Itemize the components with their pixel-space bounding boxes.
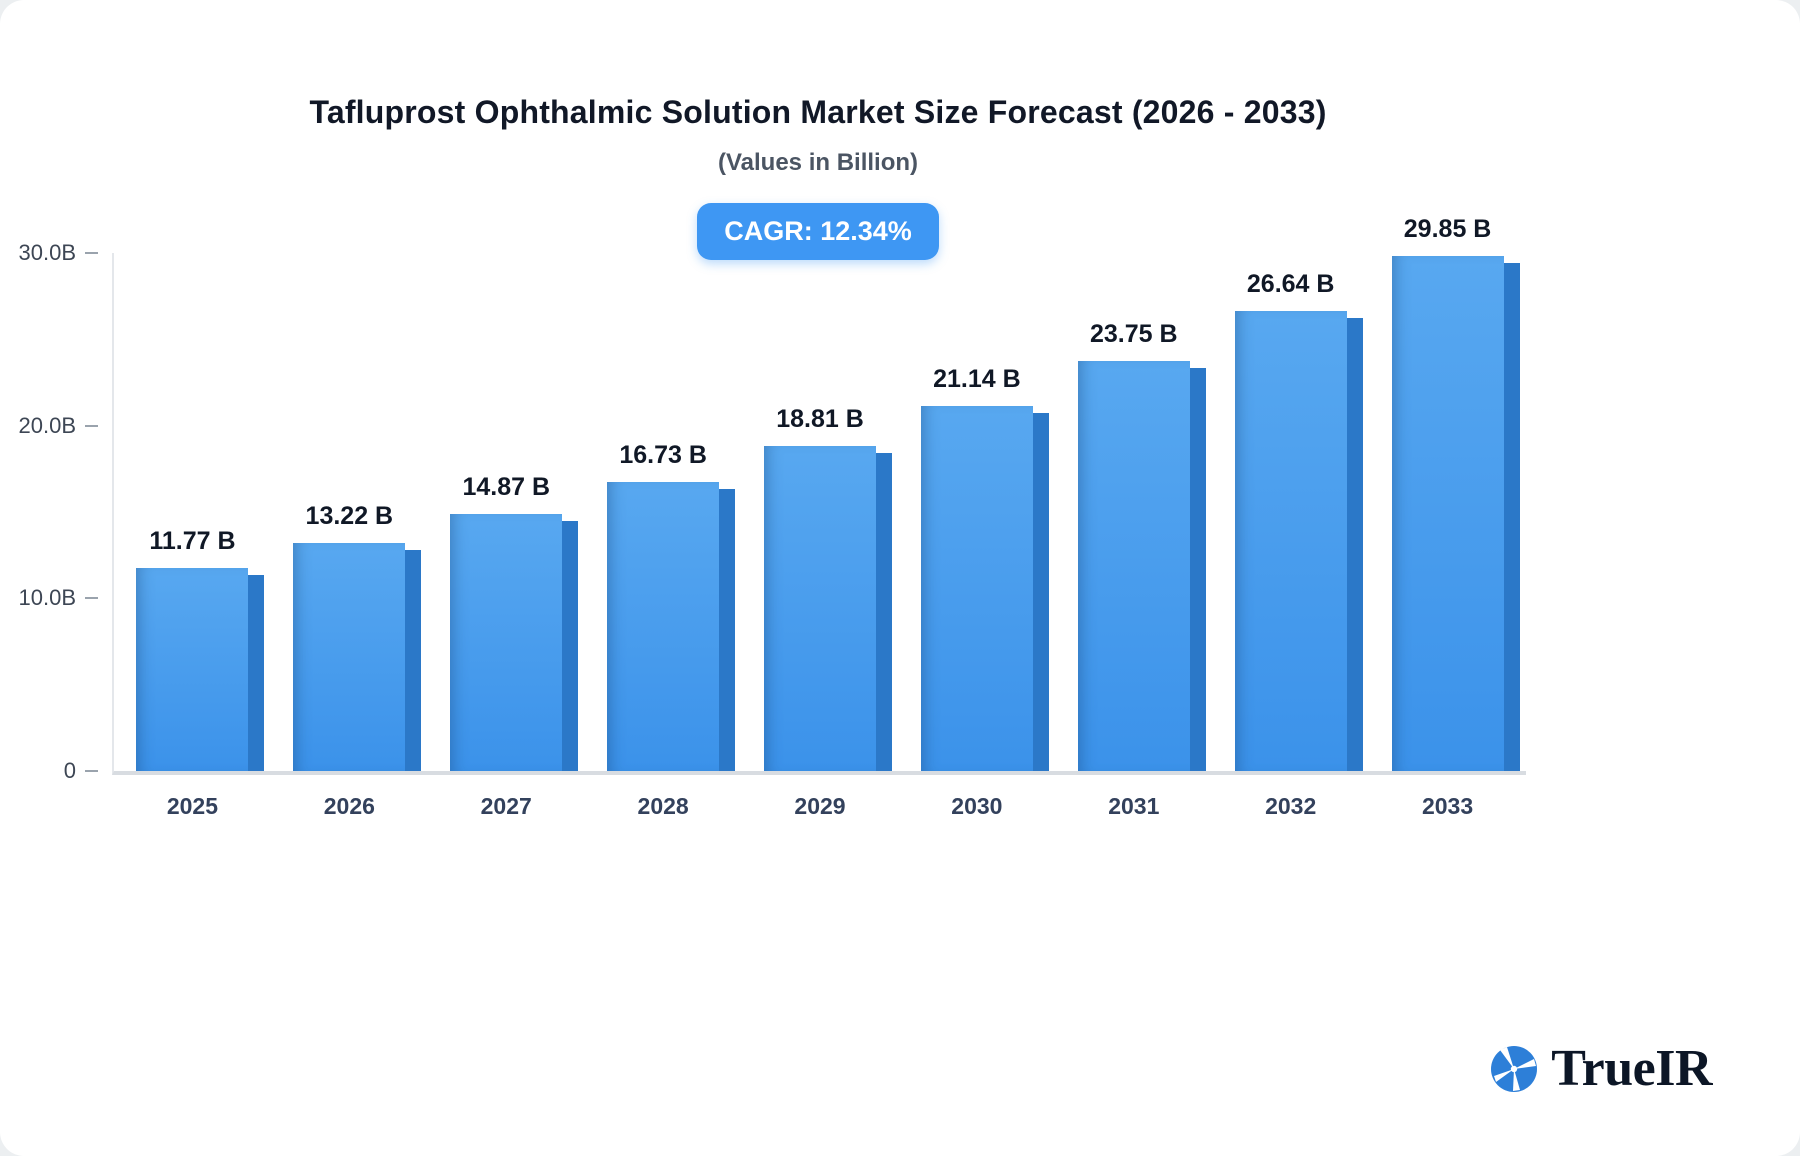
bar-group-2030: 21.14 B 2030 (898, 253, 1055, 819)
bar-2032: 26.64 B (1234, 270, 1363, 771)
bar-side-face (562, 521, 579, 771)
bar-value-label: 13.22 B (305, 501, 394, 530)
y-tick-label: 10.0B (18, 585, 77, 611)
cagr-badge: CAGR: 12.34% (697, 203, 939, 260)
y-tick-label: 0 (63, 758, 76, 783)
bar-group-2025: 11.77 B 2025 (114, 253, 271, 819)
bar-group-2026: 13.22 B 2026 (271, 253, 428, 819)
y-tick-mark (85, 252, 98, 254)
x-axis-label: 2029 (794, 793, 846, 819)
x-axis-label: 2026 (323, 793, 375, 819)
bar-value-label: 29.85 B (1403, 214, 1492, 243)
brand-wordmark: TrueIR (1551, 1040, 1712, 1097)
bar-side-face (405, 549, 422, 771)
bar-group-2029: 18.81 B 2029 (742, 253, 899, 819)
y-tick-label: 20.0B (18, 412, 77, 438)
bar-side-face (248, 574, 265, 771)
bar-side-face (876, 453, 892, 771)
bar-2031: 23.75 B (1077, 320, 1206, 771)
y-tick-mark (85, 770, 98, 772)
bar-value-label: 16.73 B (619, 441, 707, 470)
x-axis-label: 2030 (951, 793, 1003, 819)
y-tick-mark (85, 424, 98, 427)
plot-area: 11.77 B 2025 13.22 B 2026 14.87 B 2027 16.73 B… (112, 215, 1526, 819)
bar-group-2032: 26.64 B 2032 (1212, 253, 1369, 819)
y-tick-mark (85, 597, 98, 600)
chart-title: Tafluprost Ophthalmic Solution Market Si… (309, 94, 1327, 130)
bar-side-face (719, 489, 736, 771)
x-axis-label: 2027 (480, 793, 532, 819)
bar-2025: 11.77 B (136, 527, 265, 771)
x-axis-label: 2025 (166, 793, 219, 819)
bar-value-label: 23.75 B (1090, 319, 1178, 348)
trueir-logo-icon (1487, 1042, 1541, 1096)
bar-value-label: 18.81 B (776, 405, 864, 434)
x-axis-label: 2032 (1265, 793, 1317, 819)
x-axis-label: 2028 (637, 793, 689, 819)
bar-group-2033: 29.85 B 2033 (1369, 215, 1526, 819)
x-axis-label: 2033 (1421, 793, 1474, 819)
brand-logo: TrueIR (1487, 1039, 1712, 1098)
bar-group-2031: 23.75 B 2031 (1055, 253, 1212, 819)
bar-2026: 13.22 B (293, 502, 422, 771)
y-axis: 0 10.0B 20.0B 30.0B (6, 240, 106, 783)
bar-side-face (1503, 262, 1520, 771)
chart-subtitle: (Values in Billion) (717, 149, 919, 176)
bar-group-2027: 14.87 B 2027 (428, 253, 585, 819)
bar-value-label: 26.64 B (1246, 270, 1335, 299)
chart-header: Tafluprost Ophthalmic Solution Market Si… (112, 0, 1524, 260)
bar-side-face (1346, 318, 1363, 771)
y-tick-label: 30.0B (18, 240, 77, 265)
bar-2028: 16.73 B (607, 441, 736, 771)
bar-2027: 14.87 B (450, 473, 579, 771)
bar-side-face (1032, 412, 1049, 771)
bar-2033: 29.85 B (1391, 215, 1520, 771)
bar-2029: 18.81 B (764, 405, 892, 771)
bar-value-label: 21.14 B (933, 364, 1021, 393)
bar-group-2028: 16.73 B 2028 (585, 253, 742, 819)
bar-2030: 21.14 B (920, 365, 1049, 771)
x-axis-label: 2031 (1108, 793, 1160, 819)
bar-value-label: 11.77 B (149, 526, 236, 555)
bar-value-label: 14.87 B (462, 473, 550, 502)
bar-side-face (1189, 367, 1206, 771)
